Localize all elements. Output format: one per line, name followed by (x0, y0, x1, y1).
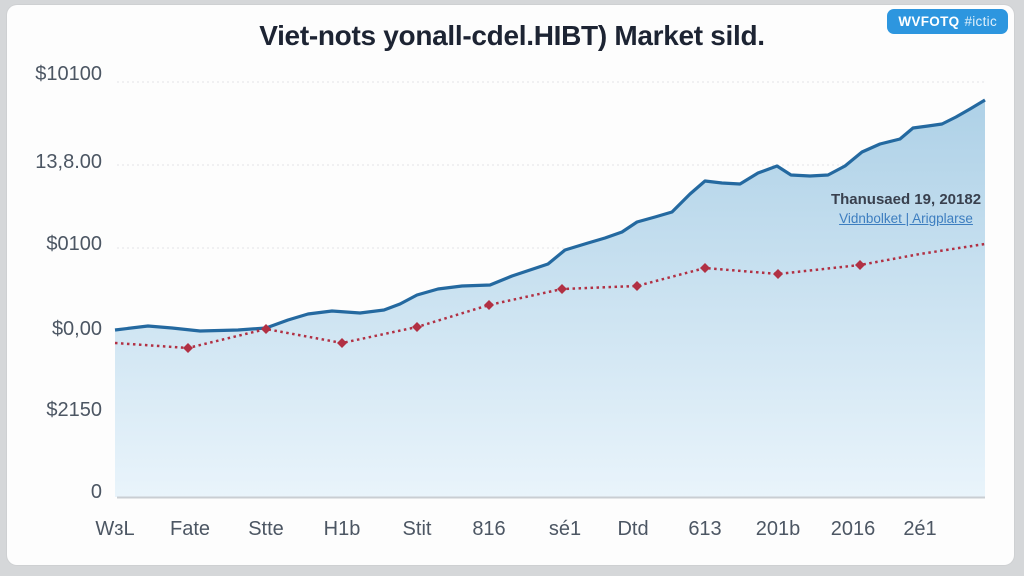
area-fill (115, 100, 985, 497)
y-tick-label: 0 (90, 481, 102, 503)
x-tick-label: Dtd (617, 518, 649, 540)
x-tick-label: Stte (248, 518, 284, 540)
brand-badge-suffix: #ictic (964, 14, 997, 29)
x-tick-label: Fate (169, 518, 211, 540)
x-tick-label: Stit (402, 518, 432, 540)
y-tick-label: $0100 (46, 233, 102, 255)
brand-badge-text: WVFOTQ (898, 14, 960, 29)
x-tick-label: 613 (688, 518, 722, 540)
series-marker (261, 324, 271, 334)
y-tick-label: 13,8.00 (35, 151, 102, 173)
x-tick-label: 2é1 (903, 518, 937, 540)
series-marker (700, 263, 710, 273)
series-marker (632, 281, 642, 291)
x-tick-label: sé1 (548, 518, 582, 540)
annotation-source-link[interactable]: Vidnbolket | Arigplarse (839, 211, 973, 227)
series-marker (855, 260, 865, 270)
x-tick-label: 2016 (830, 518, 876, 540)
y-tick-label: $0,00 (51, 318, 102, 340)
x-tick-label: 201b (755, 518, 801, 540)
chart-title: Viet-nots yonall-cdel.HIBT) Market sild. (259, 20, 765, 51)
series-marker (183, 343, 193, 353)
series-marker (484, 300, 494, 310)
x-tick-label: H1b (323, 518, 361, 540)
y-tick-label: $2150 (46, 399, 102, 421)
series-layer (114, 98, 986, 499)
x-tick-label: 816 (472, 518, 506, 540)
series-marker (773, 269, 783, 279)
series-marker (412, 322, 422, 332)
area-series-line (114, 98, 986, 333)
chart-annotation: Thanusaed 19, 20182 Vidnbolket | Arigpla… (830, 190, 982, 228)
brand-badge[interactable]: WVFOTQ #ictic (887, 9, 1008, 34)
x-tick-label: WɜL (95, 518, 135, 540)
series-marker (557, 284, 567, 294)
annotation-date-text: Thanusaed 19, 20182 (830, 191, 982, 208)
y-tick-label: $10100 (35, 63, 102, 85)
series-marker (337, 338, 347, 348)
